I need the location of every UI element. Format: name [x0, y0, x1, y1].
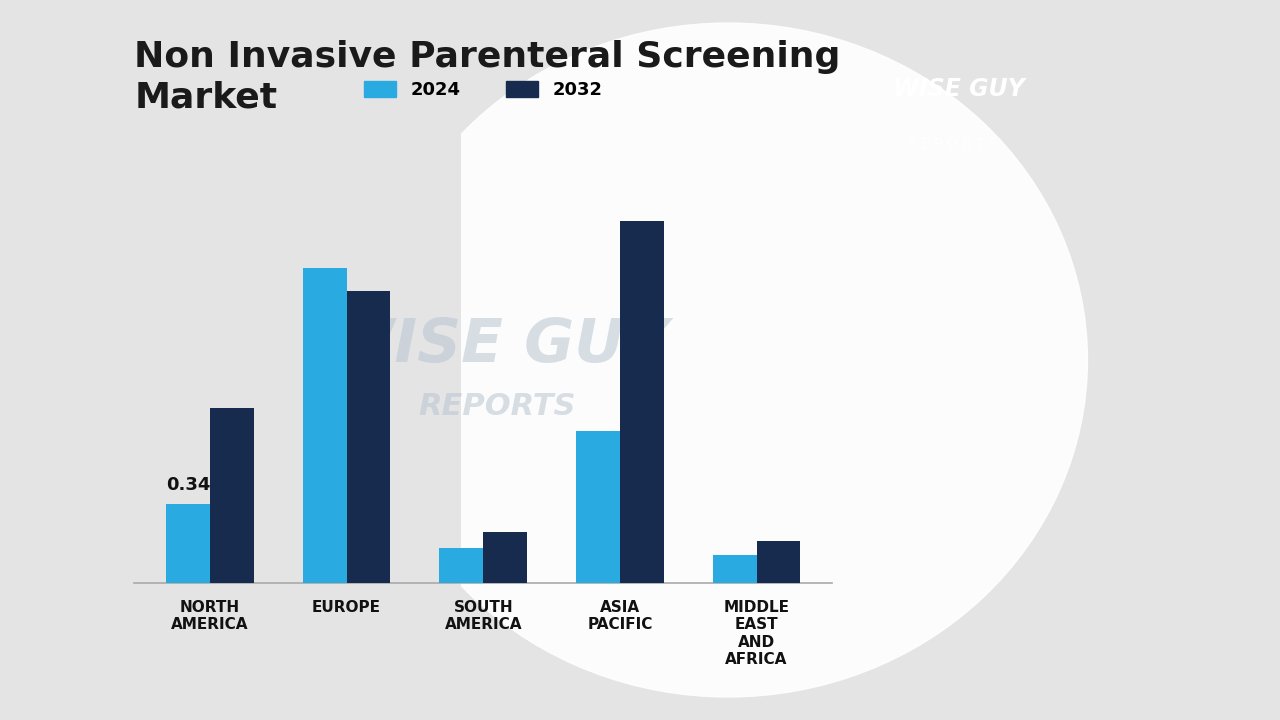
- Bar: [576, 431, 620, 583]
- Bar: [756, 541, 800, 583]
- Text: Non Invasive Parenteral Screening
Market: Non Invasive Parenteral Screening Market: [134, 40, 841, 114]
- Bar: [439, 548, 484, 583]
- Text: R E P O R T S: R E P O R T S: [908, 138, 997, 151]
- Circle shape: [369, 23, 1088, 697]
- Text: REPORTS: REPORTS: [419, 392, 576, 420]
- Bar: [713, 555, 756, 583]
- Bar: [484, 532, 527, 583]
- Bar: [620, 221, 663, 583]
- Bar: [347, 292, 390, 583]
- Bar: [303, 268, 347, 583]
- Bar: [166, 504, 210, 583]
- Bar: [210, 408, 253, 583]
- Text: WISE GUY: WISE GUY: [326, 316, 668, 375]
- Text: 0.34: 0.34: [166, 477, 210, 495]
- Text: WISE GUY: WISE GUY: [892, 76, 1024, 101]
- Legend: 2024, 2032: 2024, 2032: [356, 74, 611, 107]
